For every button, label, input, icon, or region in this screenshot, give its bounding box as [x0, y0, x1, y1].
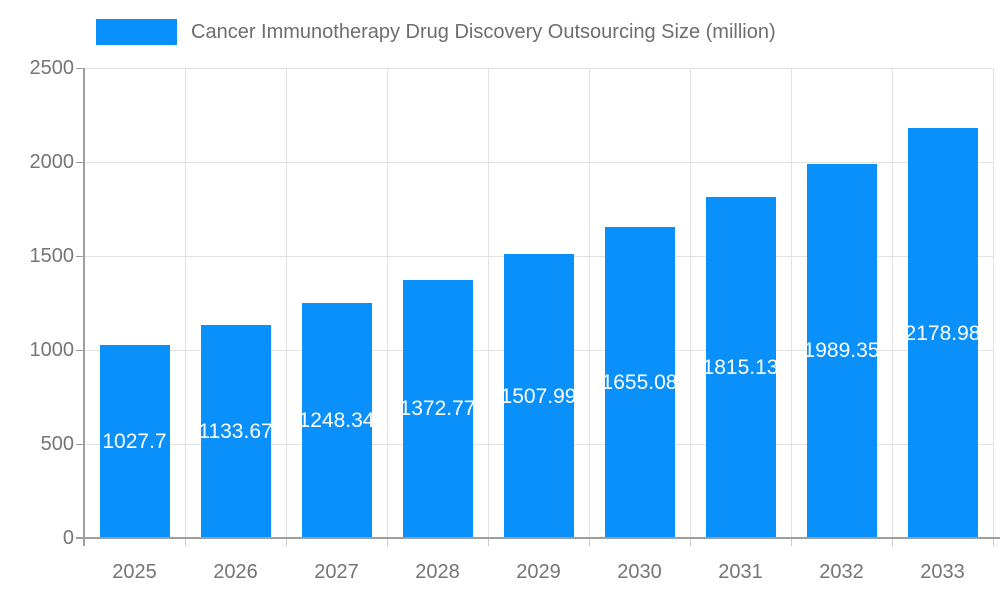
x-tick — [891, 538, 893, 546]
bar: 1655.08 — [604, 226, 675, 538]
y-gridline — [84, 161, 993, 163]
y-tick-label: 2500 — [29, 57, 75, 79]
x-gridline — [790, 68, 792, 538]
x-tick-label: 2028 — [415, 561, 460, 583]
legend: Cancer Immunotherapy Drug Discovery Outs… — [96, 18, 776, 46]
x-gridline — [487, 68, 489, 538]
x-tick-label: 2030 — [617, 561, 662, 583]
x-axis-line — [76, 537, 1000, 539]
x-tick-label: 2027 — [314, 561, 359, 583]
x-tick-label: 2033 — [920, 561, 965, 583]
legend-label: Cancer Immunotherapy Drug Discovery Outs… — [191, 20, 776, 43]
x-gridline — [285, 68, 287, 538]
bar: 2178.98 — [907, 128, 978, 538]
y-tick-label: 1500 — [29, 245, 75, 267]
x-tick — [386, 538, 388, 546]
x-gridline — [386, 68, 388, 538]
y-tick-label: 2000 — [29, 151, 75, 173]
x-tick-label: 2031 — [718, 561, 763, 583]
bar: 1815.13 — [705, 196, 776, 538]
x-tick — [992, 538, 994, 546]
y-tick — [76, 161, 84, 163]
y-gridline — [84, 67, 993, 69]
y-axis-line — [83, 68, 85, 546]
x-tick-label: 2032 — [819, 561, 864, 583]
bar-value-label: 1507.99 — [503, 384, 574, 408]
x-tick — [689, 538, 691, 546]
bar-value-label: 1248.34 — [301, 409, 372, 433]
x-tick — [285, 538, 287, 546]
y-tick-label: 1000 — [29, 339, 75, 361]
x-gridline — [588, 68, 590, 538]
bar-value-label: 1372.77 — [402, 397, 473, 421]
x-gridline — [891, 68, 893, 538]
bar-value-label: 1655.08 — [604, 370, 675, 394]
x-tick-label: 2026 — [213, 561, 258, 583]
bar: 1248.34 — [301, 303, 372, 538]
y-tick-label: 0 — [62, 527, 74, 549]
x-tick — [790, 538, 792, 546]
bar: 1027.7 — [99, 344, 170, 538]
bar-value-label: 1989.35 — [806, 339, 877, 363]
bar: 1507.99 — [503, 254, 574, 538]
legend-swatch-icon — [96, 19, 177, 45]
y-tick — [76, 255, 84, 257]
bar-value-label: 1027.7 — [102, 429, 167, 453]
y-tick — [76, 67, 84, 69]
bar: 1989.35 — [806, 164, 877, 538]
x-tick — [588, 538, 590, 546]
bar-value-label: 1133.67 — [200, 419, 271, 443]
bar-value-label: 2178.98 — [907, 321, 978, 345]
bar: 1133.67 — [200, 324, 271, 538]
y-tick — [76, 443, 84, 445]
bar-value-label: 1815.13 — [705, 355, 776, 379]
x-gridline — [992, 68, 994, 538]
y-tick — [76, 349, 84, 351]
x-tick-label: 2029 — [516, 561, 561, 583]
bar: 1372.77 — [402, 279, 473, 538]
x-gridline — [689, 68, 691, 538]
y-tick-label: 500 — [40, 433, 74, 455]
x-tick — [487, 538, 489, 546]
x-tick-label: 2025 — [112, 561, 157, 583]
x-gridline — [184, 68, 186, 538]
x-tick — [184, 538, 186, 546]
